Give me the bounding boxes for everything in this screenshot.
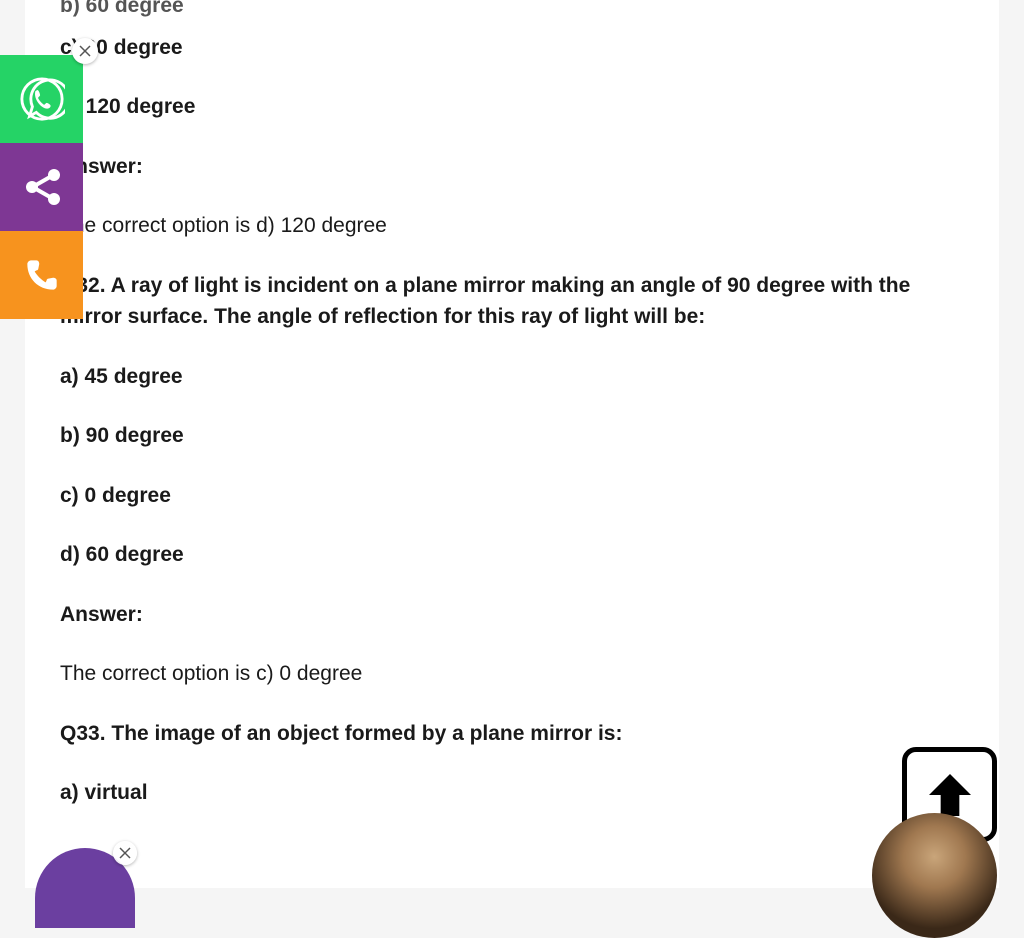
chat-close-button[interactable] bbox=[113, 841, 137, 865]
q31-answer-text: The correct option is d) 120 degree bbox=[60, 210, 964, 242]
q32-option-a: a) 45 degree bbox=[60, 361, 964, 393]
q31-answer-label: Answer: bbox=[60, 151, 964, 183]
q31-option-c: c) 90 degree bbox=[60, 32, 964, 64]
q32-answer-text: The correct option is c) 0 degree bbox=[60, 658, 964, 690]
share-icon bbox=[18, 163, 66, 211]
content-frame: b) 60 degree c) 90 degree d) 120 degree … bbox=[25, 0, 999, 888]
q33-option-a: a) virtual bbox=[60, 777, 964, 809]
phone-icon bbox=[20, 253, 64, 297]
content-text: b) 60 degree c) 90 degree d) 120 degree … bbox=[60, 0, 964, 809]
close-icon bbox=[79, 45, 91, 57]
chat-avatar[interactable] bbox=[872, 813, 997, 938]
q32-answer-label: Answer: bbox=[60, 599, 964, 631]
q32-option-b: b) 90 degree bbox=[60, 420, 964, 452]
avatar-image bbox=[872, 813, 997, 938]
whatsapp-share-button[interactable] bbox=[0, 55, 83, 143]
social-sidebar bbox=[0, 55, 83, 319]
q31-option-d: d) 120 degree bbox=[60, 91, 964, 123]
q32-question: Q32. A ray of light is incident on a pla… bbox=[60, 270, 964, 333]
q32-option-d: d) 60 degree bbox=[60, 539, 964, 571]
q32-option-c: c) 0 degree bbox=[60, 480, 964, 512]
q33-question: Q33. The image of an object formed by a … bbox=[60, 718, 964, 750]
whatsapp-icon bbox=[19, 76, 65, 122]
close-ad-button[interactable] bbox=[72, 38, 98, 64]
call-button[interactable] bbox=[0, 231, 83, 319]
q31-option-b-partial: b) 60 degree bbox=[60, 0, 964, 22]
share-button[interactable] bbox=[0, 143, 83, 231]
close-icon bbox=[119, 847, 131, 859]
